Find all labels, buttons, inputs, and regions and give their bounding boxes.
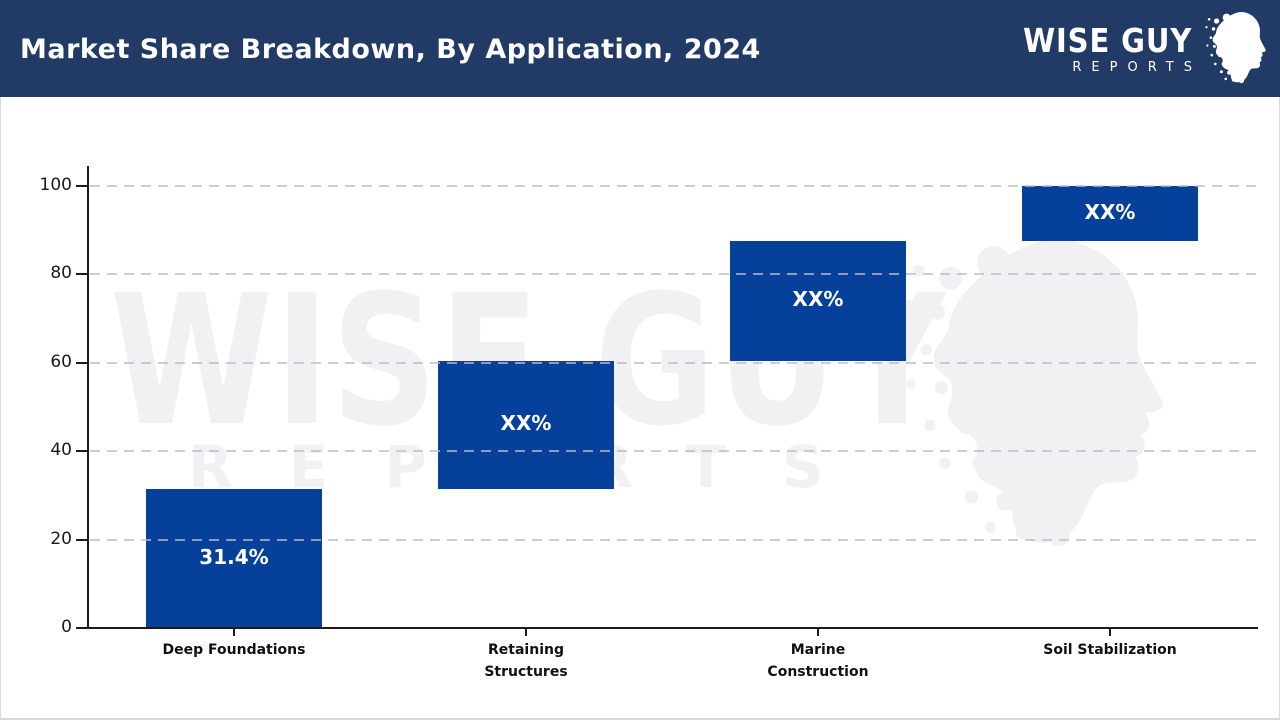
y-tick-mark [76,361,88,364]
bar-value-label: 31.4% [199,544,269,569]
brand-logo: WISE GUY REPORTS [1000,6,1266,92]
bar-value-label: XX% [500,410,552,435]
gridline-y-40 [90,450,1256,453]
brand-logo-text: WISE GUY REPORTS [1000,24,1192,75]
watermark-dotted-head-profile-icon [902,239,1163,547]
bar-value-label: XX% [1084,199,1136,224]
x-tick-mark [525,628,527,636]
gridline-y-80 [90,273,1256,276]
x-category-label: Soil Stabilization [980,640,1240,662]
y-tick-mark [76,273,88,276]
x-category-label: Retaining Structures [396,640,656,683]
y-tick-mark [76,185,88,187]
bar-segment [146,489,322,628]
x-tick-mark [1109,628,1111,636]
y-axis-line [87,166,89,629]
x-category-label-line: Deep Foundations [162,642,306,658]
x-category-label-line: Structures [484,663,568,680]
dotted-head-profile-icon [1205,11,1266,84]
x-category-label-line: Construction [767,663,869,680]
x-tick-mark [817,628,819,636]
x-category-label-line: Retaining [488,642,564,658]
y-tick-label: 0 [61,617,72,637]
x-category-label: Deep Foundations [104,640,364,662]
y-tick-label: 80 [50,263,72,284]
x-tick-mark [233,628,235,636]
y-tick-label: 100 [39,175,72,195]
y-tick-label: 20 [50,528,72,549]
y-tick-mark [76,627,88,629]
brand-name: WISE GUY [1022,20,1192,60]
y-tick-label: 40 [50,440,72,461]
bar-segment [1022,186,1198,242]
brand-subtitle: REPORTS [1072,59,1202,75]
y-tick-mark [76,538,88,541]
bar-segment [438,360,614,490]
page-title: Market Share Breakdown, By Application, … [20,34,761,65]
y-tick-label: 60 [50,351,72,372]
y-tick-mark [76,450,88,453]
gridline-y-100 [90,185,1256,187]
x-category-label-line: Soil Stabilization [1043,642,1177,658]
x-category-label-line: Marine [790,642,846,658]
gridline-y-60 [90,361,1256,364]
gridline-y-20 [90,538,1256,541]
x-axis-line [87,627,1258,629]
bar-segment [730,241,906,361]
x-category-label: Marine Construction [688,640,948,683]
report-header: Market Share Breakdown, By Application, … [0,0,1280,97]
bar-value-label: XX% [792,286,844,311]
